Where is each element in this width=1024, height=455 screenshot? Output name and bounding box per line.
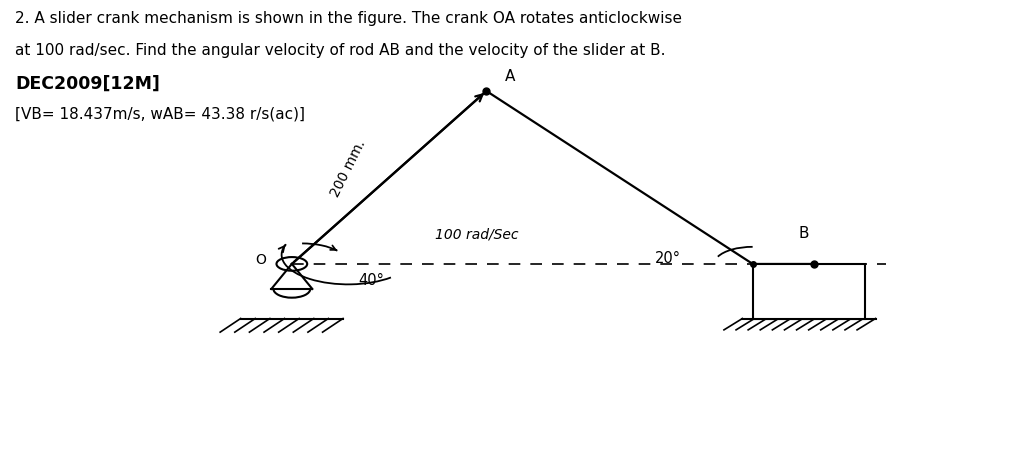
Text: at 100 rad/sec. Find the angular velocity of rod AB and the velocity of the slid: at 100 rad/sec. Find the angular velocit… — [15, 43, 666, 58]
Text: O: O — [255, 253, 266, 267]
Text: [VB= 18.437m/s, wAB= 43.38 r/s(ac)]: [VB= 18.437m/s, wAB= 43.38 r/s(ac)] — [15, 107, 305, 122]
Text: 40°: 40° — [358, 273, 384, 288]
Bar — [753, 264, 865, 318]
Text: 20°: 20° — [655, 251, 681, 266]
Text: A: A — [505, 69, 515, 84]
Text: 200 mm.: 200 mm. — [328, 137, 368, 199]
Text: 100 rad/Sec: 100 rad/Sec — [435, 228, 519, 241]
Text: B: B — [799, 226, 809, 241]
Text: DEC2009[12M]: DEC2009[12M] — [15, 75, 160, 93]
Text: 2. A slider crank mechanism is shown in the figure. The crank OA rotates anticlo: 2. A slider crank mechanism is shown in … — [15, 11, 682, 26]
